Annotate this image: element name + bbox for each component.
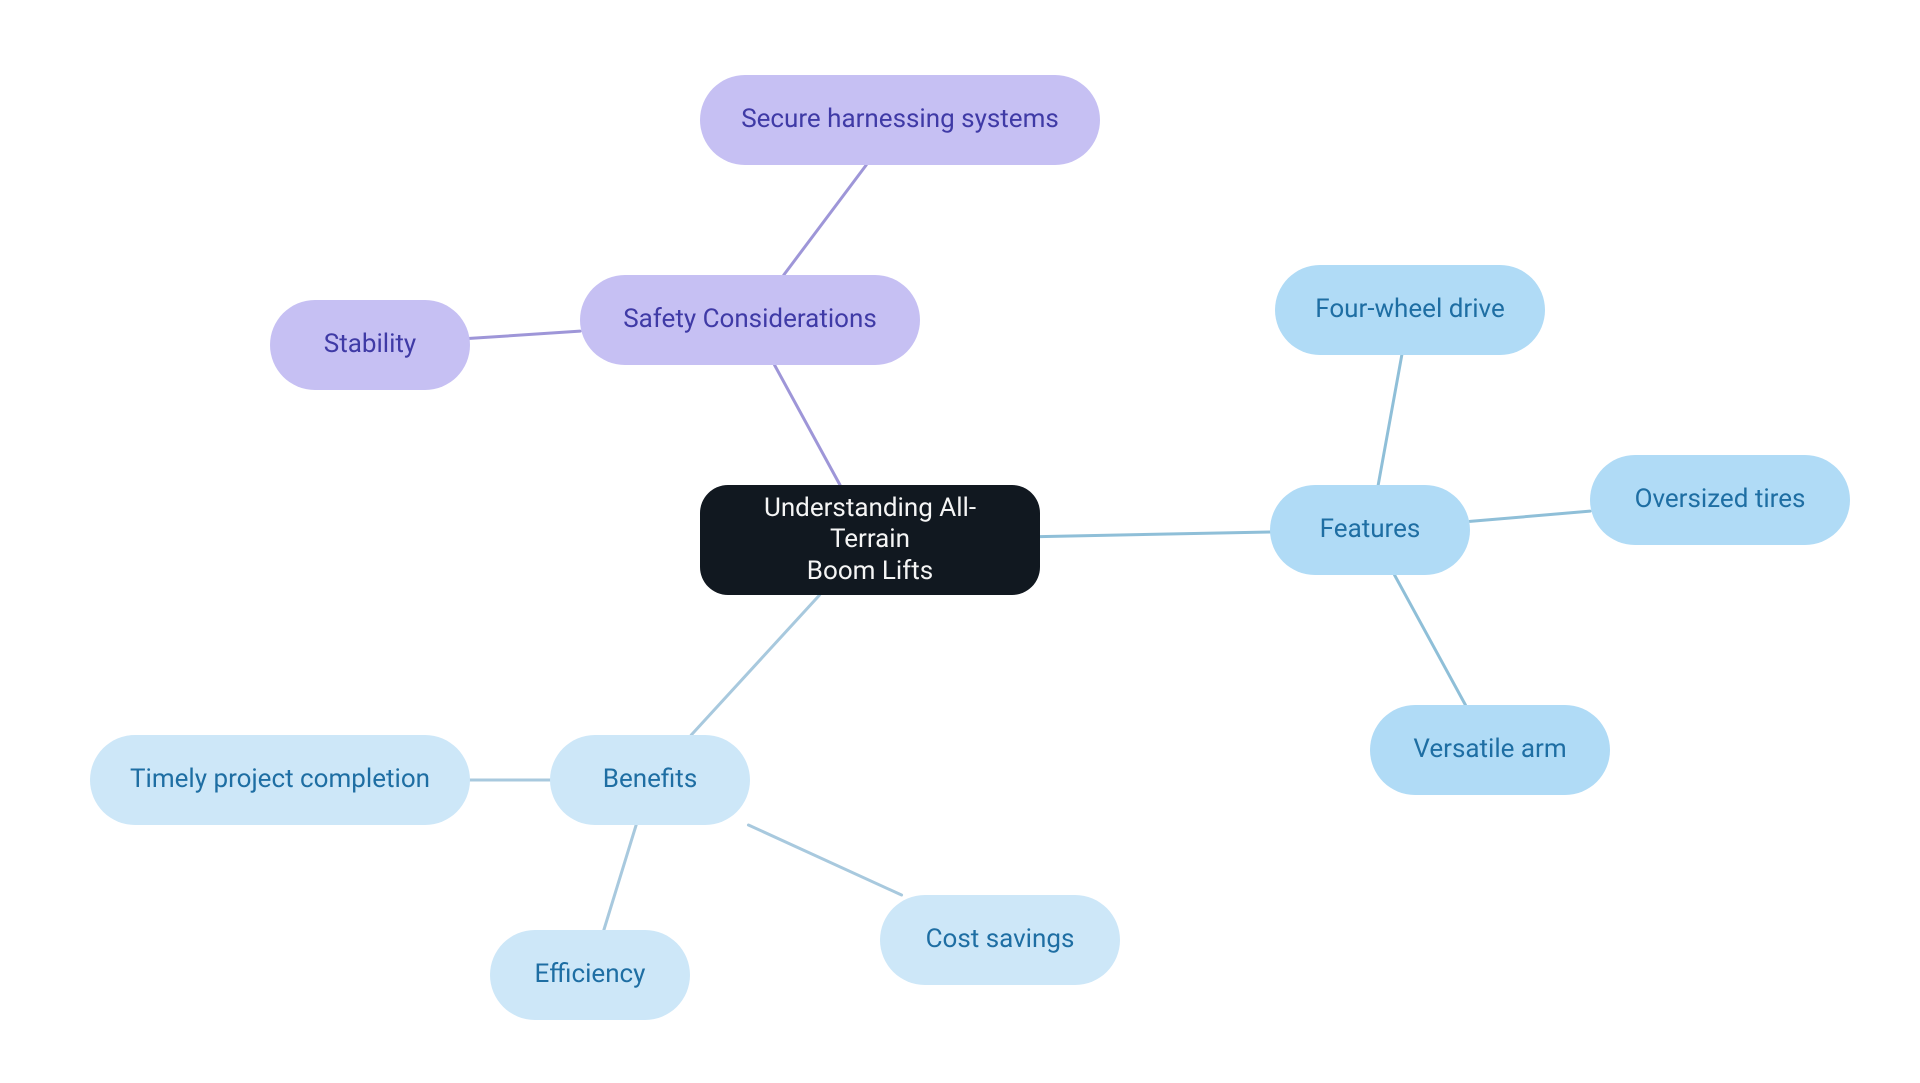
node-safety: Safety Considerations xyxy=(580,275,920,365)
node-label-arm: Versatile arm xyxy=(1413,734,1566,765)
node-label-benefits: Benefits xyxy=(603,764,697,795)
node-label-fourwd: Four-wheel drive xyxy=(1315,294,1504,325)
edge-benefits-efficiency xyxy=(604,825,636,930)
edge-features-arm xyxy=(1395,575,1466,705)
node-root: Understanding All-Terrain Boom Lifts xyxy=(700,485,1040,595)
edge-safety-stability xyxy=(470,331,580,338)
node-features: Features xyxy=(1270,485,1470,575)
node-label-root: Understanding All-Terrain Boom Lifts xyxy=(728,493,1012,587)
node-label-safety: Safety Considerations xyxy=(623,304,877,335)
node-tires: Oversized tires xyxy=(1590,455,1850,545)
edge-root-benefits xyxy=(691,595,819,735)
edge-root-safety xyxy=(775,365,840,485)
node-label-efficiency: Efficiency xyxy=(535,959,646,990)
node-timely: Timely project completion xyxy=(90,735,470,825)
node-fourwd: Four-wheel drive xyxy=(1275,265,1545,355)
node-label-cost: Cost savings xyxy=(926,924,1075,955)
edge-features-tires xyxy=(1470,511,1590,521)
node-label-features: Features xyxy=(1320,514,1421,545)
node-cost: Cost savings xyxy=(880,895,1120,985)
node-label-tires: Oversized tires xyxy=(1635,484,1806,515)
node-label-harness: Secure harnessing systems xyxy=(741,104,1059,135)
node-stability: Stability xyxy=(270,300,470,390)
edge-features-fourwd xyxy=(1378,355,1402,485)
node-harness: Secure harnessing systems xyxy=(700,75,1100,165)
edge-root-features xyxy=(1040,532,1270,537)
node-efficiency: Efficiency xyxy=(490,930,690,1020)
node-benefits: Benefits xyxy=(550,735,750,825)
node-label-stability: Stability xyxy=(324,329,416,360)
node-arm: Versatile arm xyxy=(1370,705,1610,795)
edge-benefits-cost xyxy=(748,825,901,895)
node-label-timely: Timely project completion xyxy=(130,764,430,795)
edge-safety-harness xyxy=(784,165,867,275)
